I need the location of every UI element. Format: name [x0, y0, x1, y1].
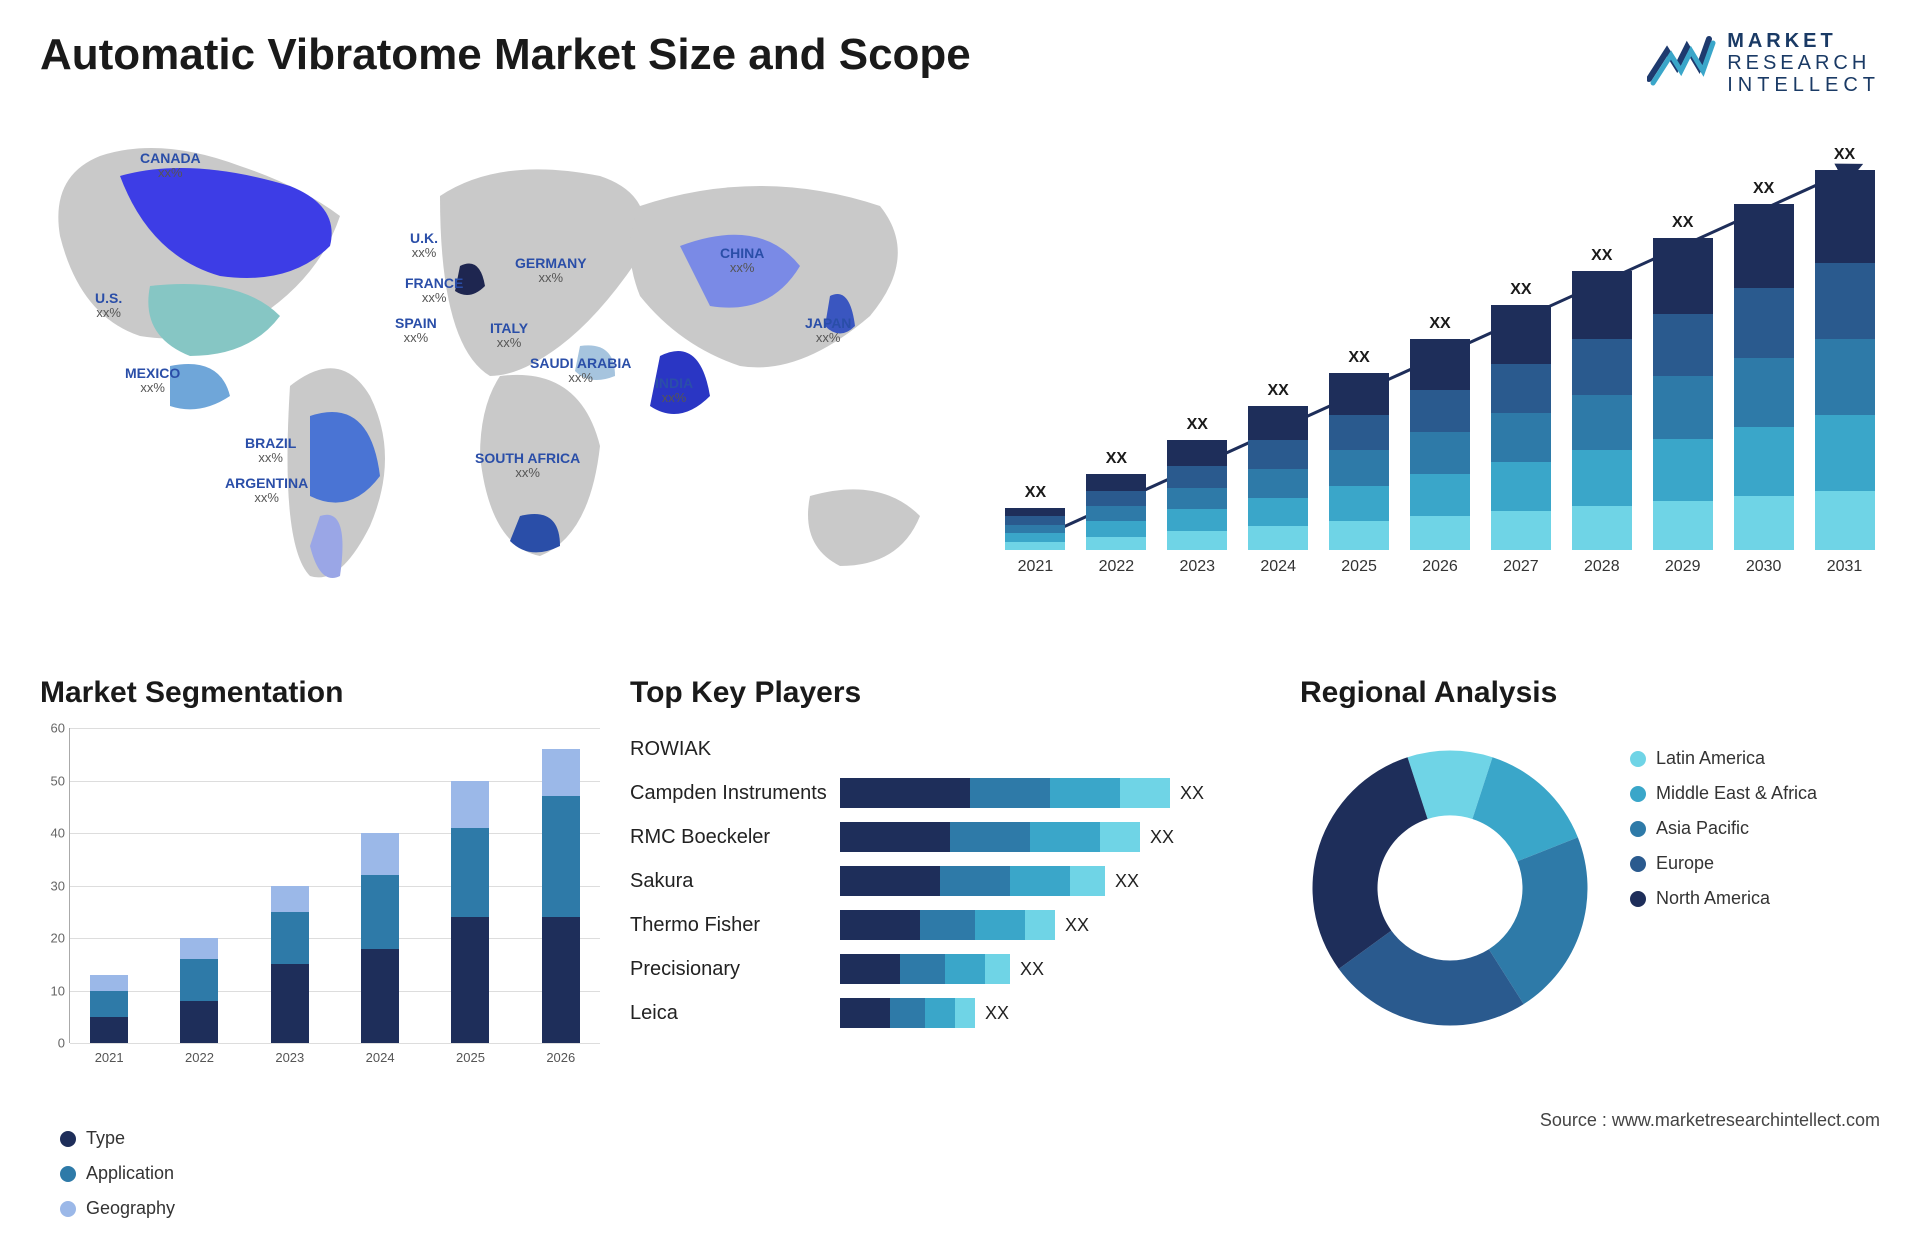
- country-label: CANADAxx%: [140, 151, 201, 181]
- player-row: Thermo FisherXX: [630, 904, 1270, 946]
- growth-bar-column: XX2030: [1728, 180, 1799, 576]
- segmentation-bar-column: 2023: [251, 886, 329, 1044]
- brand-logo: MARKET RESEARCH INTELLECT: [1647, 30, 1880, 96]
- growth-bar-column: XX2031: [1809, 146, 1880, 576]
- growth-bar-column: XX2021: [1000, 484, 1071, 576]
- growth-bar-column: XX2029: [1647, 214, 1718, 576]
- regional-title: Regional Analysis: [1300, 676, 1880, 710]
- legend-item: Middle East & Africa: [1630, 783, 1817, 804]
- country-label: SAUDI ARABIAxx%: [530, 356, 631, 386]
- country-label: MEXICOxx%: [125, 366, 180, 396]
- country-label: JAPANxx%: [805, 316, 851, 346]
- growth-bar-column: XX2027: [1485, 281, 1556, 576]
- world-map: CANADAxx% U.S.xx% MEXICOxx% BRAZILxx% ARGENT…: [40, 116, 960, 636]
- country-label: U.S.xx%: [95, 291, 122, 321]
- segmentation-bar-column: 2026: [522, 749, 600, 1043]
- regional-legend: Latin America Middle East & Africa Asia Pa…: [1600, 728, 1817, 1038]
- country-label: SOUTH AFRICAxx%: [475, 451, 580, 481]
- growth-bar-column: XX2028: [1566, 247, 1637, 576]
- logo-swoosh-icon: [1647, 33, 1717, 93]
- country-label: FRANCExx%: [405, 276, 463, 306]
- source-attribution: Source : www.marketresearchintellect.com: [1540, 1110, 1880, 1131]
- player-row: ROWIAK: [630, 728, 1270, 770]
- growth-bar-chart: XX2021XX2022XX2023XX2024XX2025XX2026XX20…: [1000, 116, 1880, 636]
- player-row: PrecisionaryXX: [630, 948, 1270, 990]
- logo-line-2: RESEARCH: [1727, 52, 1880, 74]
- player-row: SakuraXX: [630, 860, 1270, 902]
- segmentation-bar-column: 2021: [70, 975, 148, 1043]
- segmentation-bar-column: 2022: [160, 938, 238, 1043]
- donut-slice: [1313, 757, 1428, 969]
- regional-donut-chart: [1300, 738, 1600, 1038]
- logo-line-1: MARKET: [1727, 30, 1880, 52]
- country-label: ARGENTINAxx%: [225, 476, 308, 506]
- legend-item: Geography: [60, 1198, 220, 1219]
- segmentation-title: Market Segmentation: [40, 676, 600, 710]
- country-label: BRAZILxx%: [245, 436, 296, 466]
- growth-bar-column: XX2023: [1162, 416, 1233, 576]
- growth-bar-column: XX2025: [1324, 349, 1395, 576]
- country-label: GERMANYxx%: [515, 256, 587, 286]
- country-label: CHINAxx%: [720, 246, 764, 276]
- legend-item: Application: [60, 1163, 220, 1184]
- legend-item: Europe: [1630, 853, 1817, 874]
- segmentation-chart: 0102030405060 202120222023202420252026: [40, 728, 600, 1068]
- growth-bar-column: XX2024: [1243, 382, 1314, 576]
- logo-line-3: INTELLECT: [1727, 74, 1880, 96]
- segmentation-legend: TypeApplicationGeography: [40, 1068, 220, 1233]
- country-label: U.K.xx%: [410, 231, 438, 261]
- country-label: ITALYxx%: [490, 321, 528, 351]
- players-chart: ROWIAKCampden InstrumentsXXRMC Boeckeler…: [630, 728, 1270, 1034]
- segmentation-bar-column: 2025: [431, 781, 509, 1044]
- legend-item: Asia Pacific: [1630, 818, 1817, 839]
- player-row: Campden InstrumentsXX: [630, 772, 1270, 814]
- growth-bar-column: XX2022: [1081, 450, 1152, 576]
- players-title: Top Key Players: [630, 676, 1270, 710]
- country-label: INDIAxx%: [655, 376, 693, 406]
- legend-item: North America: [1630, 888, 1817, 909]
- segmentation-bar-column: 2024: [341, 833, 419, 1043]
- player-row: RMC BoeckelerXX: [630, 816, 1270, 858]
- legend-item: Latin America: [1630, 748, 1817, 769]
- growth-bar-column: XX2026: [1405, 315, 1476, 576]
- page-title: Automatic Vibratome Market Size and Scop…: [40, 30, 971, 80]
- player-row: LeicaXX: [630, 992, 1270, 1034]
- country-label: SPAINxx%: [395, 316, 437, 346]
